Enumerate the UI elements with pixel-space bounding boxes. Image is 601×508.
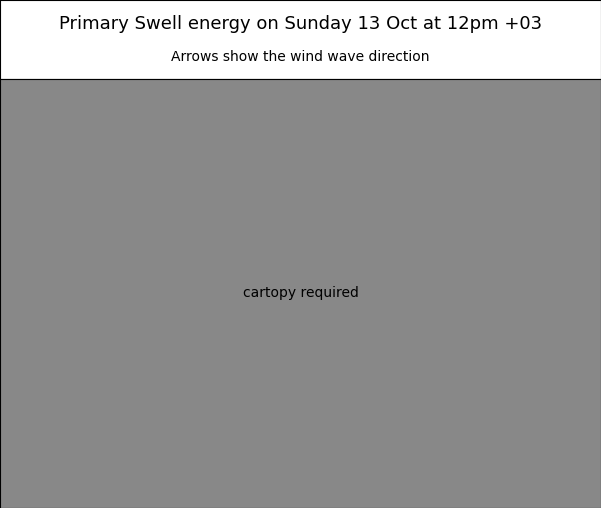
Text: cartopy required: cartopy required — [243, 287, 358, 300]
Text: Arrows show the wind wave direction: Arrows show the wind wave direction — [171, 50, 430, 64]
Text: Primary Swell energy on Sunday 13 Oct at 12pm +03: Primary Swell energy on Sunday 13 Oct at… — [59, 15, 542, 33]
